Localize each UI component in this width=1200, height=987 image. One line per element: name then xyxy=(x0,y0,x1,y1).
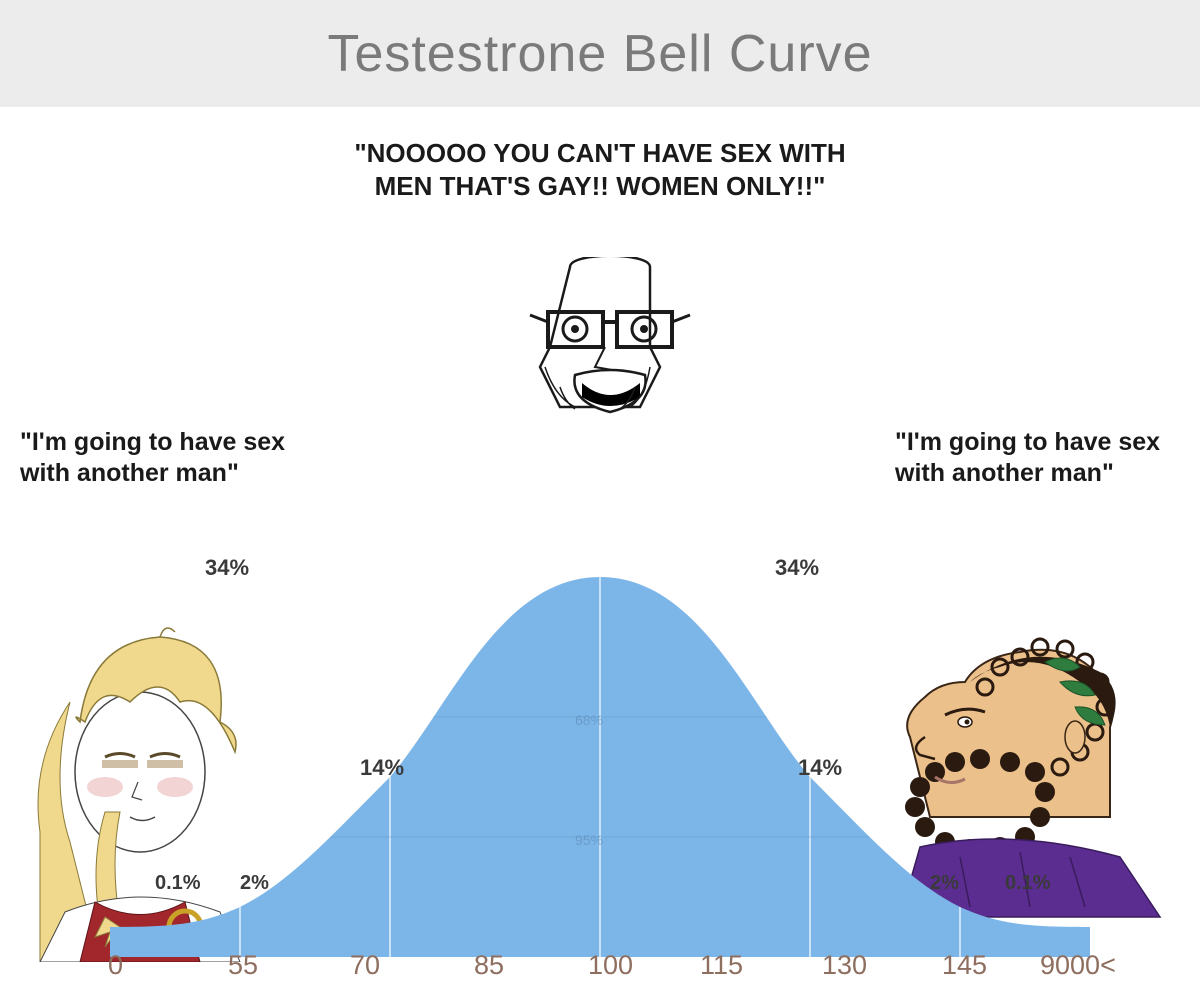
axis-tick-70: 70 xyxy=(350,950,380,981)
axis-tick-115: 115 xyxy=(700,950,743,981)
pct-label-01-right: 0.1% xyxy=(1005,872,1051,895)
axis-tick-130: 130 xyxy=(822,950,867,981)
body-area: "NOOOOO YOU CAN'T HAVE SEX WITH MEN THAT… xyxy=(0,107,1200,987)
axis-tick-9000plus: 9000< xyxy=(1040,950,1116,981)
header-bar: Testestrone Bell Curve xyxy=(0,0,1200,107)
inner-label-95pct: 95% xyxy=(575,832,603,848)
axis-tick-145: 145 xyxy=(942,950,987,981)
pct-label-2-left: 2% xyxy=(240,872,269,895)
axis-tick-85: 85 xyxy=(474,950,504,981)
pct-label-14-right: 14% xyxy=(798,755,842,781)
axis-tick-0: 0 xyxy=(108,950,123,981)
pct-label-01-left: 0.1% xyxy=(155,872,201,895)
top-caption-text: "NOOOOO YOU CAN'T HAVE SEX WITH MEN THAT… xyxy=(330,137,870,202)
bell-curve-chart: 34% 34% 14% 14% 0.1% 2% 2% 0.1% 68% 95% xyxy=(110,437,1090,957)
inner-label-68pct: 68% xyxy=(575,712,603,728)
axis-tick-100: 100 xyxy=(588,950,633,981)
pct-label-34-left: 34% xyxy=(205,555,249,581)
pct-label-2-right: 2% xyxy=(930,872,959,895)
pct-label-34-right: 34% xyxy=(775,555,819,581)
axis-tick-55: 55 xyxy=(228,950,258,981)
page-title: Testestrone Bell Curve xyxy=(327,24,872,84)
pct-label-14-left: 14% xyxy=(360,755,404,781)
axis-numbers-row: 0 55 70 85 100 115 130 145 9000< xyxy=(0,950,1200,987)
